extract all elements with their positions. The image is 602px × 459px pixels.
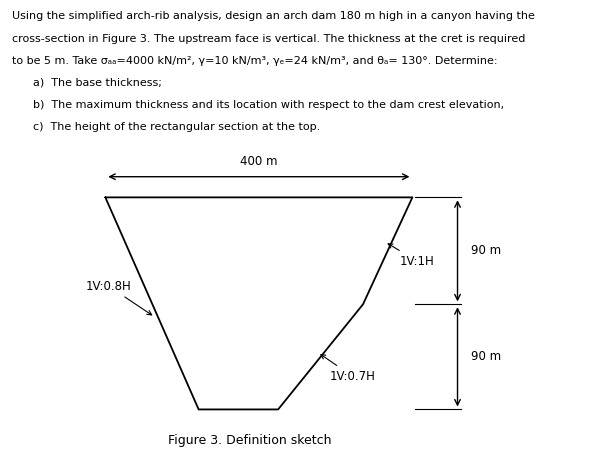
Text: 90 m: 90 m xyxy=(471,350,501,364)
Text: c)  The height of the rectangular section at the top.: c) The height of the rectangular section… xyxy=(33,122,320,132)
Text: Using the simplified arch-rib analysis, design an arch dam 180 m high in a canyo: Using the simplified arch-rib analysis, … xyxy=(12,11,535,22)
Text: 90 m: 90 m xyxy=(471,244,501,257)
Text: 1V:0.8H: 1V:0.8H xyxy=(85,280,152,315)
Text: 400 m: 400 m xyxy=(240,156,278,168)
Text: Figure 3. Definition sketch: Figure 3. Definition sketch xyxy=(168,434,332,447)
Text: 1V:1H: 1V:1H xyxy=(388,244,435,268)
Text: a)  The base thickness;: a) The base thickness; xyxy=(33,78,162,88)
Text: b)  The maximum thickness and its location with respect to the dam crest elevati: b) The maximum thickness and its locatio… xyxy=(33,100,504,110)
Text: to be 5 m. Take σₐₐ=4000 kN/m², γ=10 kN/m³, γₑ=24 kN/m³, and θₐ= 130°. Determine: to be 5 m. Take σₐₐ=4000 kN/m², γ=10 kN/… xyxy=(12,56,497,66)
Text: 1V:0.7H: 1V:0.7H xyxy=(321,354,376,383)
Text: cross-section in Figure 3. The upstream face is vertical. The thickness at the c: cross-section in Figure 3. The upstream … xyxy=(12,34,526,44)
